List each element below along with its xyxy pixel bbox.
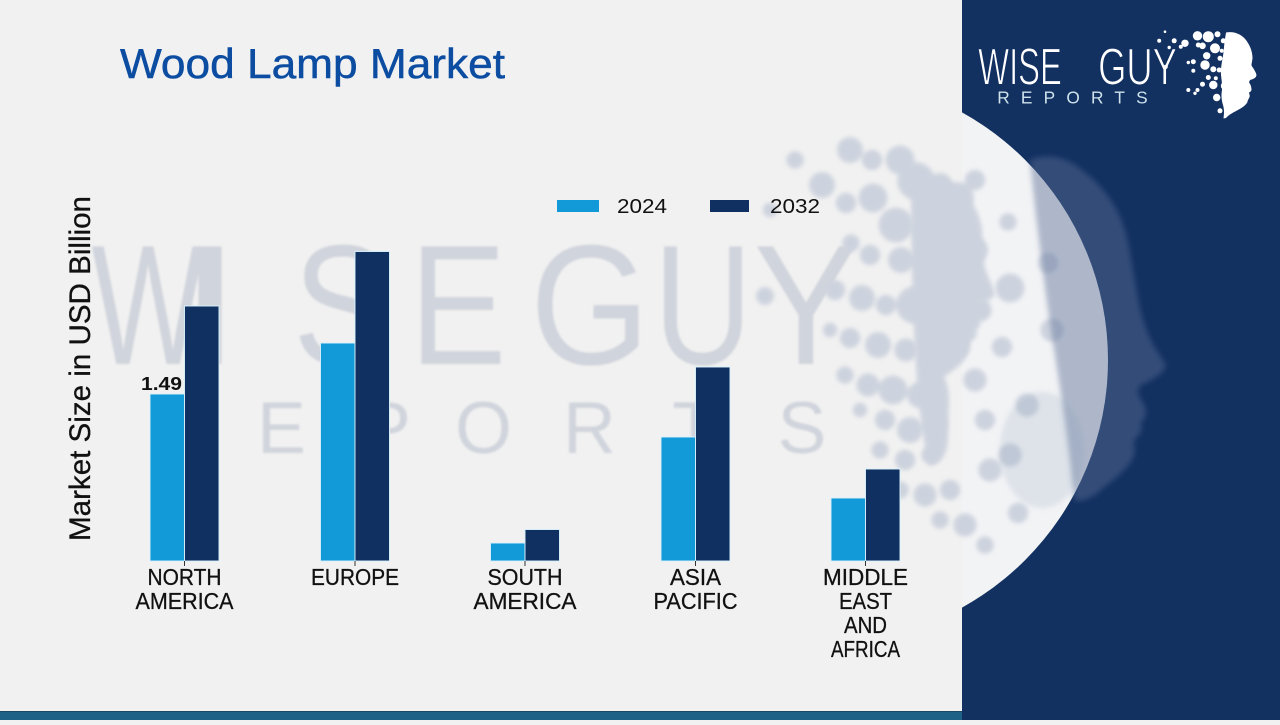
svg-text:AFRICA: AFRICA — [831, 636, 901, 662]
svg-text:E: E — [410, 209, 507, 401]
svg-text:E: E — [257, 388, 306, 469]
svg-text:1.49: 1.49 — [141, 374, 182, 394]
svg-text:AMERICA: AMERICA — [474, 588, 578, 614]
svg-text:ASIA: ASIA — [670, 564, 722, 590]
svg-text:SOUTH: SOUTH — [488, 564, 563, 590]
svg-text:Wood Lamp Market: Wood Lamp Market — [120, 40, 505, 87]
svg-text:S: S — [778, 388, 827, 469]
svg-text:PACIFIC: PACIFIC — [654, 588, 738, 614]
svg-text:AMERICA: AMERICA — [136, 588, 235, 614]
svg-text:REPORTS: REPORTS — [997, 88, 1159, 108]
svg-text:EUROPE: EUROPE — [311, 564, 399, 590]
svg-text:MIDDLE: MIDDLE — [823, 564, 908, 590]
svg-text:WISE: WISE — [978, 39, 1062, 96]
svg-text:2032: 2032 — [770, 196, 820, 218]
svg-text:G: G — [530, 211, 650, 401]
svg-text:2024: 2024 — [617, 196, 667, 218]
svg-text:AND: AND — [844, 612, 887, 638]
svg-text:O: O — [455, 388, 512, 469]
svg-text:R: R — [563, 388, 616, 469]
svg-text:Market Size in USD Billion: Market Size in USD Billion — [64, 196, 97, 541]
svg-text:EAST: EAST — [839, 588, 892, 614]
svg-text:NORTH: NORTH — [148, 564, 222, 590]
